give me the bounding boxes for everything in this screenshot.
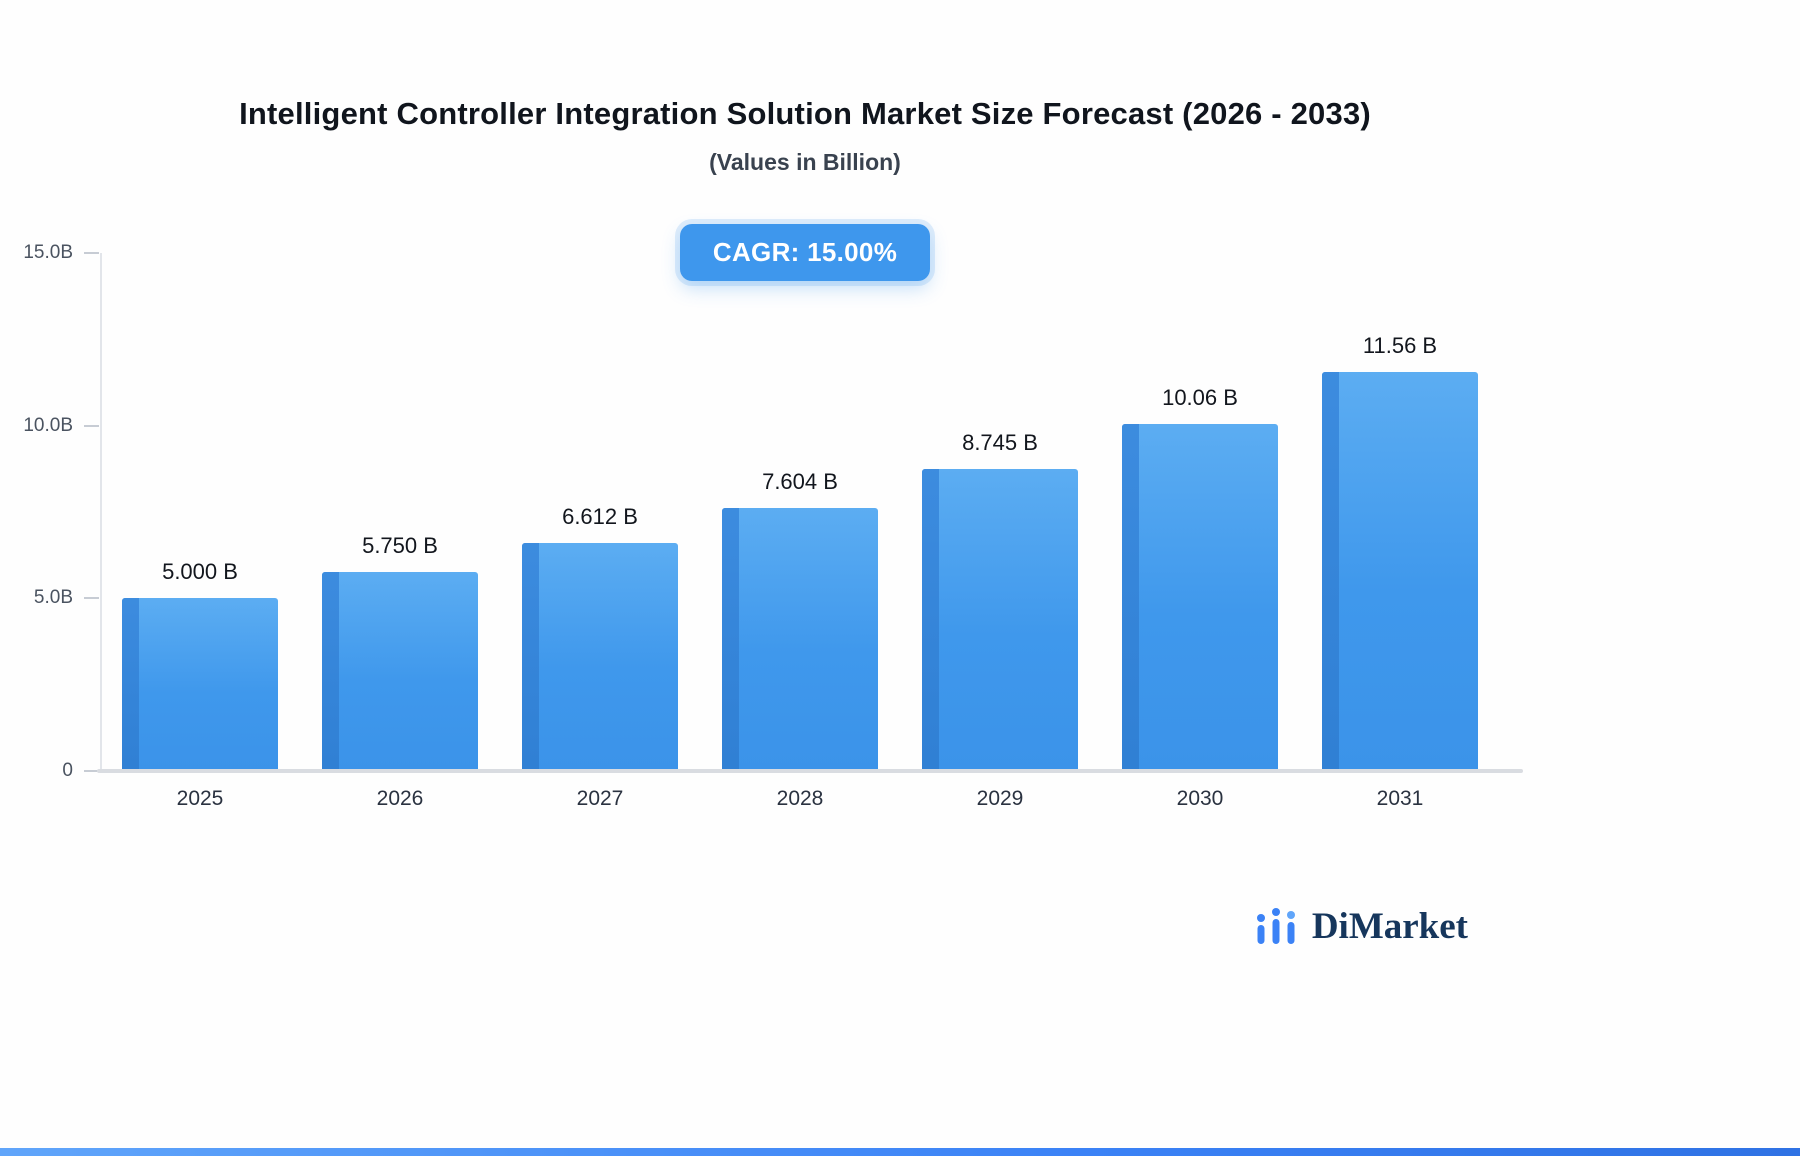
- x-axis-line: [97, 769, 1523, 773]
- bar-side-shade: [1322, 372, 1339, 771]
- bar-value-label: 5.750 B: [362, 533, 438, 558]
- x-tick-label: 2026: [376, 787, 424, 810]
- bar-value-label: 5.000 B: [162, 559, 238, 584]
- y-tick-label: 15.0B: [23, 242, 73, 263]
- bar-side-shade: [722, 508, 739, 771]
- bar-value-label: 11.56 B: [1362, 333, 1438, 358]
- x-tick-label: 2025: [176, 787, 224, 810]
- bar-value-label: 6.612 B: [562, 504, 638, 529]
- dimarket-logo: DiMarket: [1253, 904, 1468, 948]
- y-tick-label: 5.0B: [33, 587, 73, 609]
- y-tick-mark: [84, 424, 99, 427]
- bar-side-shade: [322, 572, 339, 771]
- y-axis: 15.0B 10.0B 5.0B 0: [0, 242, 99, 781]
- chart-subtitle: (Values in Billion): [709, 149, 901, 175]
- bar-value-label: 10.06 B: [1162, 385, 1238, 410]
- bar-side-shade: [522, 543, 539, 771]
- bar: [122, 598, 278, 771]
- x-tick-label: 2027: [576, 787, 624, 810]
- plot-area: 5.000 B 5.750 B 6.612 B 7.604 B 8.745 B 10.06…: [100, 253, 1500, 771]
- bar: [722, 508, 878, 771]
- chart-title: Intelligent Controller Integration Solut…: [239, 96, 1371, 131]
- x-tick-label: 2028: [776, 787, 824, 810]
- bar-side-shade: [922, 469, 939, 771]
- bar: [1122, 424, 1278, 771]
- x-tick-label: 2029: [976, 787, 1024, 810]
- bar-side-shade: [1122, 424, 1139, 771]
- bar-side-shade: [122, 598, 139, 771]
- y-tick-label: 0: [62, 760, 73, 781]
- cagr-badge-label: CAGR: 15.00%: [712, 237, 898, 267]
- x-tick-label: 2031: [1376, 787, 1424, 810]
- y-axis-line: [100, 253, 102, 771]
- y-tick-mark: [84, 597, 99, 600]
- x-axis: 2025 2026 2027 2028 2029 2030 2031: [100, 787, 1500, 827]
- bar: [322, 572, 478, 771]
- y-tick-mark: [84, 770, 99, 772]
- bar-chart-logo-icon: [1256, 908, 1295, 944]
- y-tick-label: 10.0B: [23, 414, 73, 436]
- logo-text: DiMarket: [1311, 905, 1468, 947]
- bar-value-label: 7.604 B: [762, 469, 838, 494]
- bar-value-label: 8.745 B: [962, 430, 1038, 455]
- cagr-badge: CAGR: 15.00%: [680, 224, 930, 281]
- x-tick-label: 2030: [1176, 787, 1224, 810]
- footer-accent-bar: [0, 1148, 1800, 1156]
- bar: [522, 543, 678, 771]
- bar: [922, 469, 1078, 771]
- y-tick-mark: [84, 252, 99, 254]
- bar: [1322, 372, 1478, 771]
